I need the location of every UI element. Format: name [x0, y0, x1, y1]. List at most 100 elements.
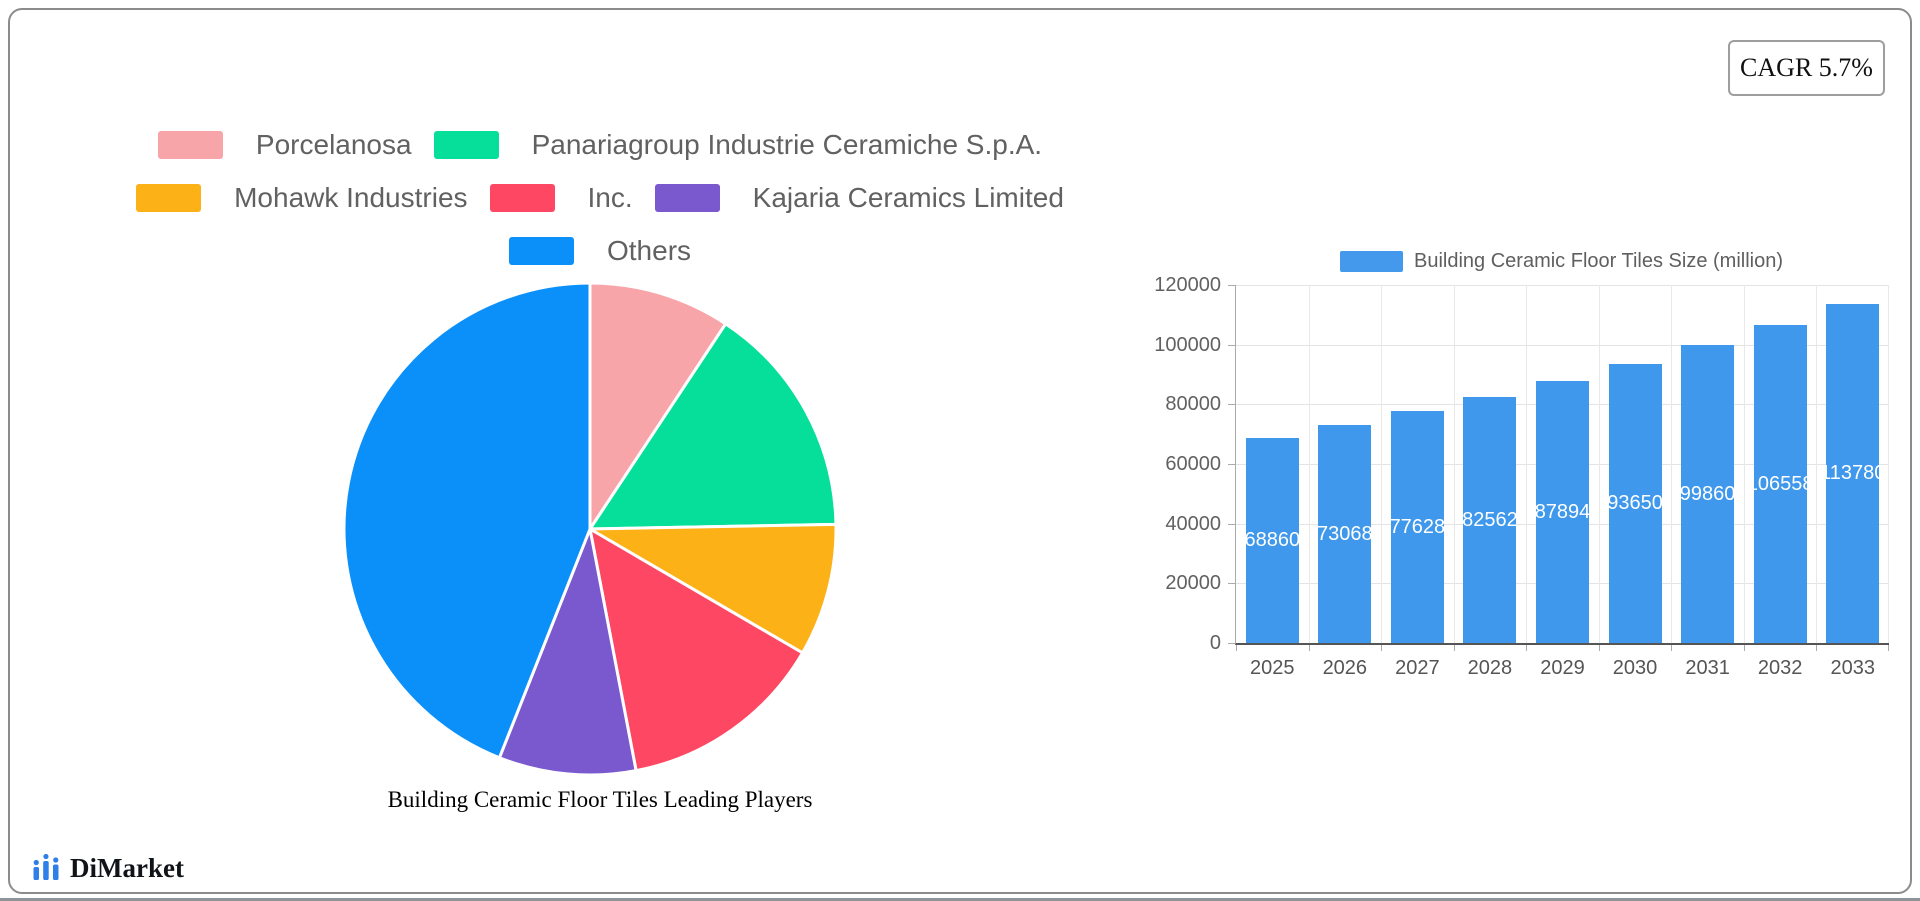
- legend-label: Mohawk Industries: [234, 182, 468, 213]
- report-card: CAGR 5.7% Porcelanosa Panariagroup Indust…: [8, 8, 1912, 894]
- y-tick-label: 120000: [1154, 274, 1221, 296]
- bar-2028[interactable]: [1463, 396, 1517, 643]
- gridline-v: [1671, 285, 1673, 643]
- pie-slice-others[interactable]: [342, 281, 592, 760]
- bar-plot-area: 0 20000 40000 60000 80000 100000 120000 68860 20…: [1154, 274, 1889, 679]
- bar-value-label: 93650: [1607, 492, 1663, 515]
- legend-label: Kajaria Ceramics Limited: [752, 182, 1064, 213]
- brand-logo: DiMarket: [32, 852, 184, 883]
- legend-item-porcelanosa[interactable]: Porcelanosa: [157, 129, 412, 161]
- pie-slice-mohawk-industries[interactable]: [588, 522, 838, 655]
- x-tick-mark: [1236, 645, 1237, 651]
- legend-item-panariagroup-industrie-ceramiche-s-p-a[interactable]: Panariagroup Industrie Ceramiche S.p.A.: [433, 129, 1043, 161]
- x-tick-mark: [1816, 645, 1818, 651]
- x-tick-label: 2030: [1612, 657, 1658, 679]
- legend-swatch: [508, 237, 574, 265]
- pie-legend-row: Porcelanosa Panariagroup Industrie Cerami…: [157, 129, 1043, 161]
- bar-value-label: 82562: [1462, 508, 1518, 531]
- x-tick-label: 2032: [1757, 657, 1803, 679]
- gridline-v: [1816, 285, 1818, 643]
- gridline-v: [1381, 285, 1383, 643]
- legend-item-others[interactable]: Others: [508, 235, 692, 267]
- legend-label: Porcelanosa: [255, 129, 412, 160]
- pie-legend-row: Mohawk Industries Inc. Kajaria Ceramics Li…: [136, 182, 1064, 214]
- y-tick-label: 40000: [1165, 512, 1221, 535]
- legend-swatch: [654, 184, 720, 212]
- x-tick-mark: [1888, 645, 1889, 651]
- y-tick-mark: [1228, 404, 1235, 406]
- bar-2030[interactable]: [1608, 363, 1662, 643]
- gridline-v: [1526, 285, 1528, 643]
- bar-value-label: 87894: [1534, 500, 1591, 523]
- bar-value-label: 73068: [1317, 523, 1373, 545]
- legend-item-kajaria-ceramics-limited[interactable]: Kajaria Ceramics Limited: [654, 182, 1064, 214]
- bar-value-label: 113780: [1820, 462, 1886, 485]
- pie-slice-panariagroup-industrie-ceramiche-s-p-a[interactable]: [588, 322, 838, 531]
- legend-label: Others: [606, 235, 692, 266]
- brand-name: DiMarket: [70, 853, 184, 883]
- x-tick-label: 2026: [1322, 657, 1368, 679]
- bar-2031[interactable]: [1681, 345, 1735, 643]
- gridline-v: [1598, 285, 1600, 643]
- pie-slice-kajaria-ceramics-limited[interactable]: [497, 527, 638, 777]
- bar-value-label: 77628: [1389, 516, 1446, 539]
- pie-legend-row: Others: [508, 235, 692, 267]
- pie-chart-title: Building Ceramic Floor Tiles Leading Pla…: [387, 787, 813, 812]
- pie-slice-inc[interactable]: [588, 527, 805, 773]
- y-tick-mark: [1228, 583, 1235, 585]
- bar-value-label: 68860: [1244, 529, 1301, 552]
- gridline-v: [1308, 285, 1310, 643]
- y-tick-mark: [1228, 464, 1235, 465]
- bottom-strip: [0, 898, 1920, 901]
- pie-chart: [342, 281, 838, 777]
- y-tick-label: 80000: [1165, 393, 1221, 416]
- x-tick-mark: [1453, 645, 1455, 651]
- gridline-v: [1888, 285, 1889, 643]
- legend-swatch: [489, 184, 555, 212]
- legend-label: Inc.: [587, 182, 633, 213]
- x-tick-label: 2028: [1467, 657, 1513, 679]
- y-tick-label: 60000: [1165, 453, 1221, 475]
- legend-swatch: [433, 131, 499, 159]
- bar-2026[interactable]: [1318, 425, 1372, 643]
- legend-swatch: [157, 131, 223, 159]
- x-tick-mark: [1743, 645, 1745, 651]
- legend-item-inc[interactable]: Inc.: [489, 182, 633, 214]
- x-tick-mark: [1381, 645, 1383, 651]
- y-tick-mark: [1228, 523, 1235, 525]
- gridline-v: [1453, 285, 1455, 643]
- x-tick-label: 2029: [1540, 657, 1585, 679]
- bar-legend-swatch: [1340, 251, 1403, 272]
- bar-legend-item[interactable]: Building Ceramic Floor Tiles Size (milli…: [1235, 250, 1888, 273]
- y-tick-label: 0: [1209, 632, 1221, 654]
- y-tick-mark: [1228, 344, 1235, 346]
- x-tick-mark: [1308, 645, 1310, 651]
- x-tick-label: 2033: [1830, 657, 1875, 679]
- x-tick-label: 2027: [1395, 657, 1440, 679]
- pie-legend: Porcelanosa Panariagroup Industrie Cerami…: [10, 129, 1190, 267]
- y-tick-label: 100000: [1154, 333, 1221, 356]
- bar-2025[interactable]: [1245, 437, 1299, 643]
- y-tick-mark: [1228, 643, 1235, 644]
- bar-legend-label: Building Ceramic Floor Tiles Size (milli…: [1414, 250, 1783, 272]
- legend-label: Panariagroup Industrie Ceramiche S.p.A.: [531, 129, 1043, 160]
- pie-chart-panel: Porcelanosa Panariagroup Industrie Cerami…: [10, 10, 1190, 892]
- bar-2029[interactable]: [1536, 380, 1589, 643]
- pie-slice-porcelanosa[interactable]: [588, 281, 728, 531]
- x-tick-mark: [1526, 645, 1528, 651]
- x-tick-mark: [1671, 645, 1673, 651]
- gridline-h: [1236, 344, 1889, 346]
- bar-2033[interactable]: [1826, 303, 1880, 643]
- gridline-v: [1743, 285, 1745, 643]
- bar-2027[interactable]: [1390, 411, 1444, 643]
- legend-item-mohawk-industries[interactable]: Mohawk Industries: [136, 182, 468, 214]
- x-tick-label: 2025: [1250, 657, 1295, 679]
- mini-bar-chart-icon: [33, 853, 59, 880]
- cagr-badge: CAGR 5.7%: [1728, 40, 1885, 96]
- y-tick-label: 20000: [1165, 572, 1221, 595]
- gridline-h: [1236, 285, 1889, 286]
- y-tick-mark: [1228, 285, 1235, 286]
- legend-swatch: [136, 184, 202, 212]
- bar-2032[interactable]: [1753, 325, 1807, 643]
- x-tick-mark: [1598, 645, 1600, 651]
